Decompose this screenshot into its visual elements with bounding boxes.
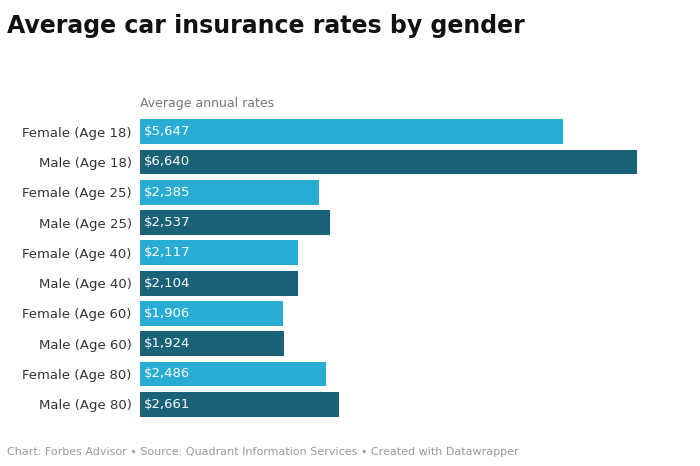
- Bar: [140, 210, 330, 235]
- Bar: [140, 331, 284, 356]
- Text: $1,906: $1,906: [144, 307, 190, 320]
- Text: $2,385: $2,385: [144, 186, 190, 199]
- Bar: [140, 240, 298, 265]
- Text: Chart: Forbes Advisor • Source: Quadrant Information Services • Created with Dat: Chart: Forbes Advisor • Source: Quadrant…: [7, 447, 519, 457]
- Bar: [140, 180, 318, 205]
- Text: $2,104: $2,104: [144, 277, 190, 289]
- Text: $2,486: $2,486: [144, 368, 190, 380]
- Text: Average car insurance rates by gender: Average car insurance rates by gender: [7, 14, 525, 38]
- Bar: [140, 392, 340, 417]
- Bar: [140, 150, 637, 174]
- Bar: [140, 301, 283, 326]
- Bar: [140, 271, 298, 295]
- Text: $2,117: $2,117: [144, 247, 190, 259]
- Text: $2,537: $2,537: [144, 216, 190, 229]
- Text: $6,640: $6,640: [144, 156, 190, 168]
- Text: Average annual rates: Average annual rates: [140, 96, 274, 110]
- Text: $5,647: $5,647: [144, 125, 190, 138]
- Text: $2,661: $2,661: [144, 398, 190, 411]
- Text: $1,924: $1,924: [144, 337, 190, 350]
- Bar: [140, 119, 563, 144]
- Bar: [140, 362, 326, 386]
